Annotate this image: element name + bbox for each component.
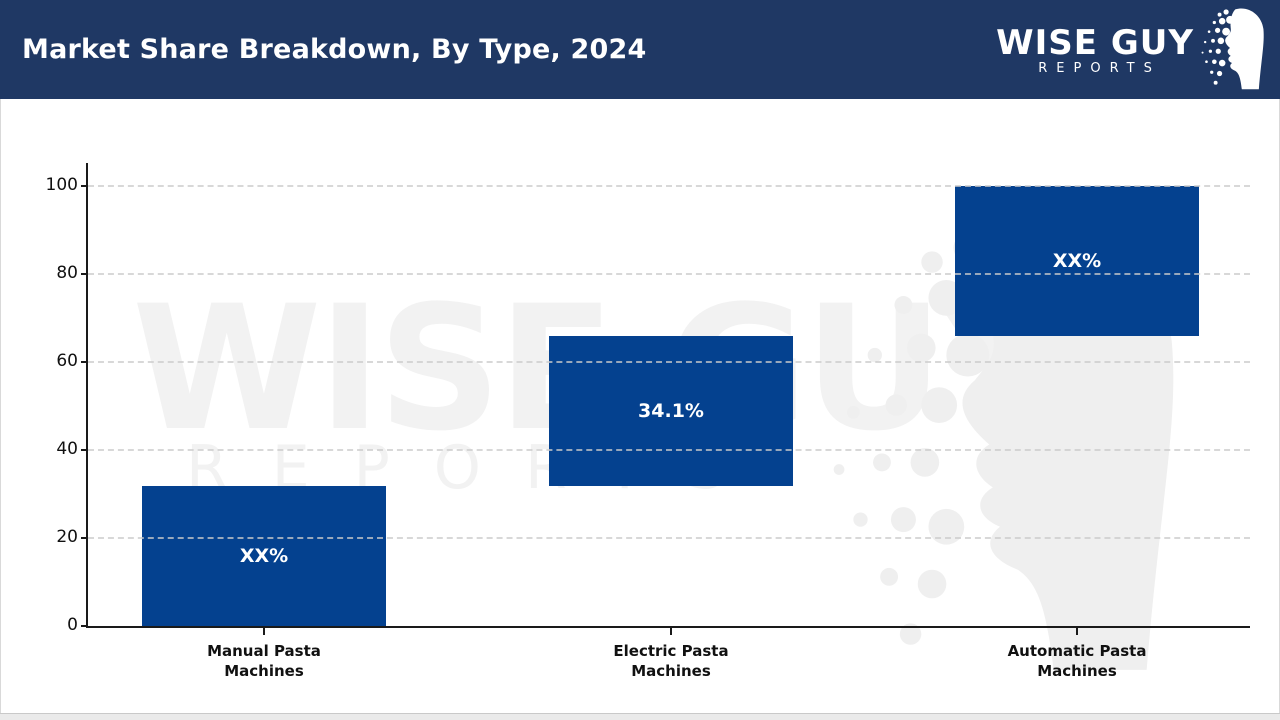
gridline	[88, 537, 1250, 539]
header-band: Market Share Breakdown, By Type, 2024 WI…	[0, 0, 1280, 99]
gridline	[88, 273, 1250, 275]
y-tick-mark	[81, 361, 88, 363]
y-tick-mark	[81, 537, 88, 539]
y-tick-mark	[81, 449, 88, 451]
bar: 34.1%	[549, 336, 793, 487]
page-title: Market Share Breakdown, By Type, 2024	[22, 34, 647, 65]
brand-logo: WISE GUY REPORTS	[996, 4, 1268, 92]
bar-value-label: 34.1%	[638, 400, 704, 423]
bar: XX%	[955, 186, 1199, 337]
x-tick-mark	[263, 628, 265, 635]
y-axis-line	[86, 163, 88, 628]
x-axis-line	[86, 626, 1250, 628]
x-category-label: Manual Pasta Machines	[207, 642, 321, 680]
x-tick-mark	[1076, 628, 1078, 635]
bar-value-label: XX%	[1052, 250, 1102, 273]
y-tick-label: 20	[56, 527, 78, 547]
y-tick-mark	[81, 625, 88, 627]
brand-logo-text: WISE GUY REPORTS	[996, 25, 1194, 77]
bar-value-label: XX%	[239, 545, 289, 568]
frame-bottom-line	[0, 713, 1280, 714]
y-tick-label: 60	[56, 351, 78, 371]
x-category-label: Electric Pasta Machines	[613, 642, 729, 680]
frame-bottom-strip	[0, 714, 1280, 720]
y-tick-label: 80	[56, 263, 78, 283]
y-tick-mark	[81, 185, 88, 187]
y-tick-label: 0	[67, 615, 78, 635]
gridline	[88, 185, 1250, 187]
bar: XX%	[142, 486, 386, 626]
y-tick-mark	[81, 273, 88, 275]
brand-subname: REPORTS	[1038, 61, 1161, 76]
x-category-label: Automatic Pasta Machines	[1007, 642, 1147, 680]
gridline	[88, 449, 1250, 451]
brand-name: WISE GUY	[996, 23, 1194, 63]
y-tick-label: 100	[45, 175, 78, 195]
x-tick-mark	[670, 628, 672, 635]
brand-face-icon	[1201, 8, 1264, 90]
y-tick-label: 40	[56, 439, 78, 459]
frame-edge-left	[0, 99, 1, 713]
gridline	[88, 361, 1250, 363]
